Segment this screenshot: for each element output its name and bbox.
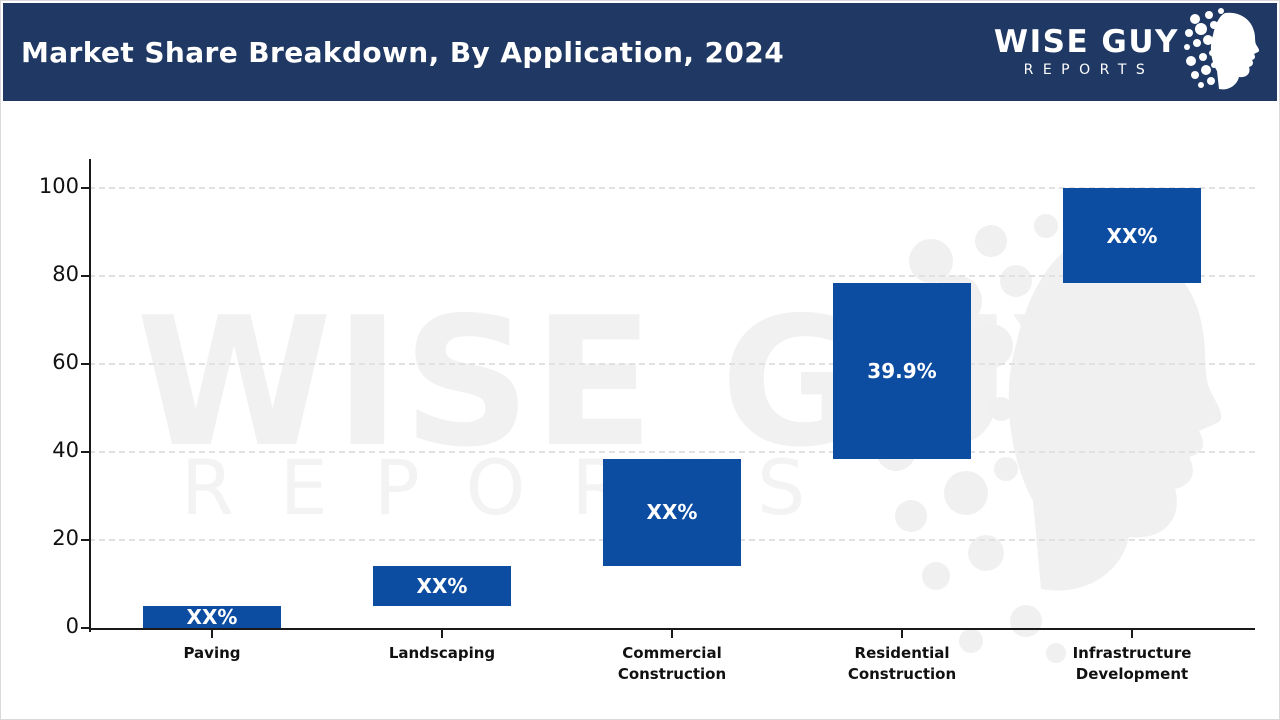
gridline-40 <box>89 451 1255 453</box>
y-tick-80 <box>81 275 89 277</box>
y-tick-20 <box>81 539 89 541</box>
gridline-80 <box>89 275 1255 277</box>
category-label-2: Commercial Construction <box>617 644 727 683</box>
y-axis-line <box>89 159 91 632</box>
logo-subtext: REPORTS <box>1023 62 1155 78</box>
x-tick-1 <box>441 630 443 638</box>
bar-landscaping: XX% <box>373 565 511 606</box>
bar-value-label: 39.9% <box>867 359 937 384</box>
category-label-1: Landscaping <box>388 644 496 662</box>
y-tick-label-60: 60 <box>52 350 79 374</box>
x-tick-3 <box>901 630 903 638</box>
chart-area: WISE GUY REPORTS 0 20 40 60 80 1 <box>1 101 1279 719</box>
page-title: Market Share Breakdown, By Application, … <box>21 35 785 69</box>
x-tick-4 <box>1131 630 1133 638</box>
gridline-100 <box>89 187 1255 189</box>
bar-infrastructure-development: XX% <box>1063 188 1201 284</box>
category-label-0: Paving <box>183 644 241 662</box>
header-banner: Market Share Breakdown, By Application, … <box>3 3 1277 101</box>
bar-paving: XX% <box>143 605 281 629</box>
bar-value-label: XX% <box>646 500 698 525</box>
gridline-60 <box>89 363 1255 365</box>
y-tick-60 <box>81 363 89 365</box>
x-tick-0 <box>211 630 213 638</box>
bar-value-label: XX% <box>186 605 238 629</box>
x-axis-line <box>89 628 1255 630</box>
category-label-3: Residential Construction <box>847 644 957 683</box>
y-tick-label-100: 100 <box>38 174 79 198</box>
y-tick-label-0: 0 <box>65 614 79 638</box>
y-tick-0 <box>81 627 89 629</box>
y-tick-40 <box>81 451 89 453</box>
bar-residential-construction: 39.9% <box>833 283 971 460</box>
y-tick-label-40: 40 <box>52 438 79 462</box>
logo-wordmark: WISE GUY <box>993 24 1179 60</box>
category-label-4: Infrastructure Development <box>1072 644 1192 683</box>
y-tick-label-20: 20 <box>52 526 79 550</box>
wiseguy-logo: WISE GUY REPORTS <box>994 7 1263 97</box>
bar-value-label: XX% <box>1106 223 1158 248</box>
x-tick-2 <box>671 630 673 638</box>
bar-commercial-construction: XX% <box>603 459 741 566</box>
y-tick-100 <box>81 187 89 189</box>
wiseguy-logo-text: WISE GUY REPORTS <box>993 24 1179 78</box>
plot-area: 0 20 40 60 80 100 XX% Paving XX% Landscaping XX% Co… <box>1 101 1279 719</box>
wiseguy-face-icon <box>1181 7 1263 97</box>
bar-value-label: XX% <box>416 573 468 598</box>
y-tick-label-80: 80 <box>52 262 79 286</box>
